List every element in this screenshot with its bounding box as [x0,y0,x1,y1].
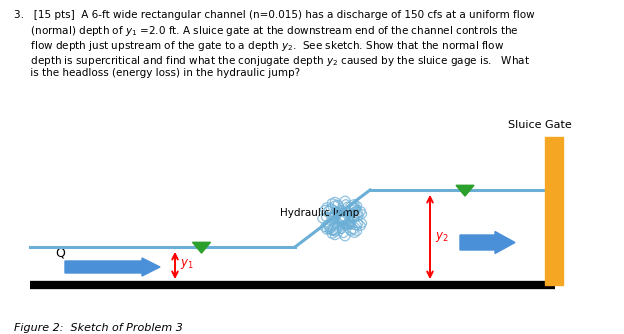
Text: depth is supercritical and find what the conjugate depth $y_2$ caused by the slu: depth is supercritical and find what the… [14,53,530,67]
Text: Figure 2:  Sketch of Problem 3: Figure 2: Sketch of Problem 3 [14,323,183,333]
FancyArrow shape [65,258,160,276]
Text: $y_2$: $y_2$ [435,230,449,244]
Bar [545,137,563,285]
Text: Q: Q [55,246,65,259]
Polygon shape [456,185,474,196]
Text: flow depth just upstream of the gate to a depth $y_2$.  See sketch. Show that th: flow depth just upstream of the gate to … [14,39,504,53]
Polygon shape [192,242,210,253]
Text: $y_1$: $y_1$ [180,257,193,271]
Text: is the headloss (energy loss) in the hydraulic jump?: is the headloss (energy loss) in the hyd… [14,68,300,78]
FancyArrow shape [460,231,515,254]
Text: 3.   [15 pts]  A 6-ft wide rectangular channel (n=0.015) has a discharge of 150 : 3. [15 pts] A 6-ft wide rectangular chan… [14,10,535,20]
Text: Hydraulic Jump: Hydraulic Jump [280,208,359,218]
Text: Sluice Gate: Sluice Gate [508,120,572,130]
Text: (normal) depth of $y_1$ =2.0 ft. A sluice gate at the downstream end of the chan: (normal) depth of $y_1$ =2.0 ft. A sluic… [14,24,519,38]
